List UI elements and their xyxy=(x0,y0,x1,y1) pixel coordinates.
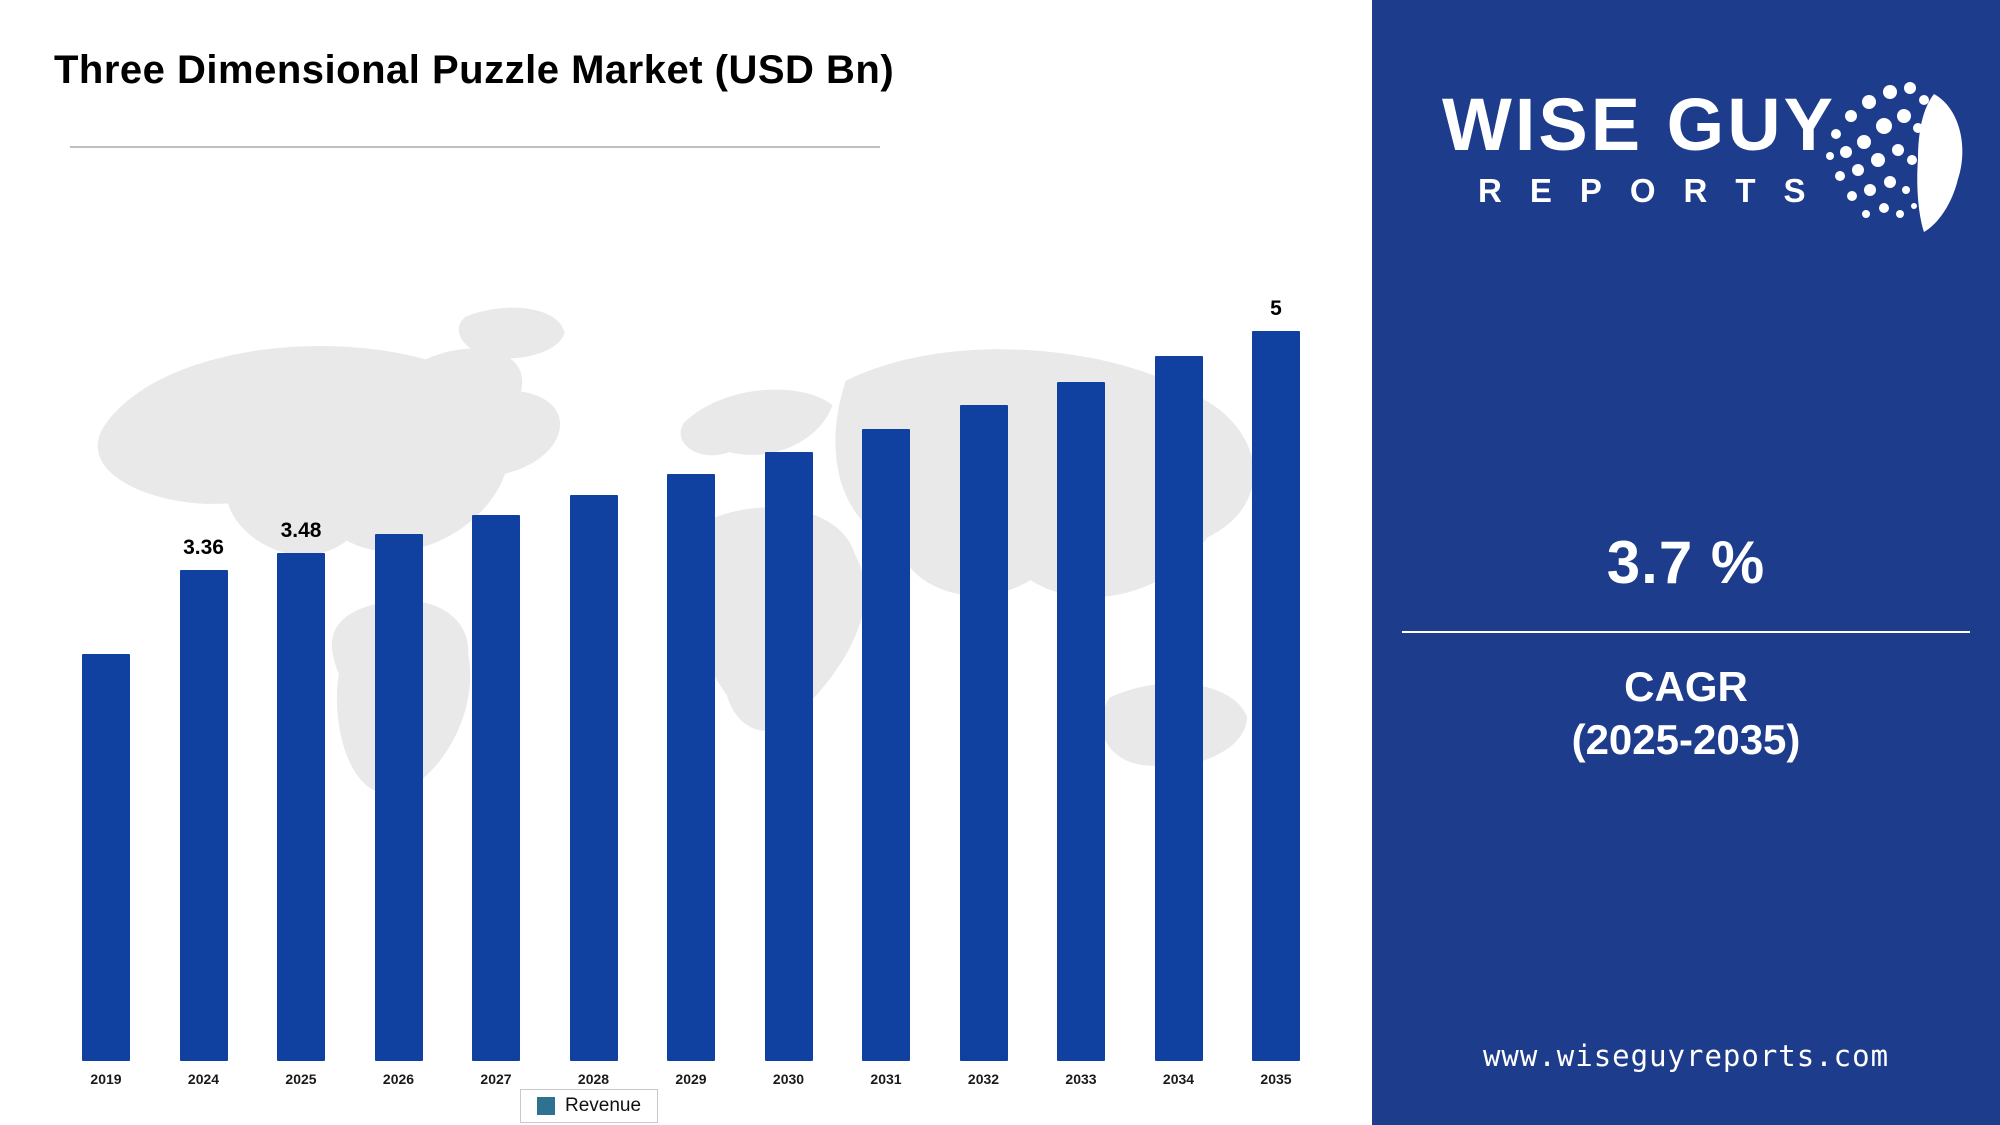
bar xyxy=(1154,356,1203,1061)
bar xyxy=(374,534,423,1061)
website-link[interactable]: www.wiseguyreports.com xyxy=(1482,1039,1890,1073)
cagr-block: 3.7 % CAGR (2025-2035) xyxy=(1372,528,2000,766)
x-axis-year-label: 2027 xyxy=(480,1071,512,1087)
legend-swatch xyxy=(537,1097,555,1115)
bar xyxy=(179,570,228,1061)
bar-value-label: 3.36 xyxy=(183,536,224,559)
legend-label: Revenue xyxy=(565,1095,642,1116)
logo-reports: REPORTS xyxy=(1478,172,1834,209)
x-axis-year-label: 2019 xyxy=(90,1071,122,1087)
wise-guy-reports-logo: WISE GUY REPORTS xyxy=(1442,82,1970,232)
bar-column: 2033 xyxy=(1057,348,1105,1087)
bar xyxy=(1252,331,1300,1061)
bar-column: 3.48 2025 xyxy=(277,519,325,1087)
bar-column: 3.36 2024 xyxy=(179,536,228,1087)
x-axis-year-label: 2029 xyxy=(675,1071,707,1087)
bar-column: 2032 xyxy=(959,371,1008,1087)
bar-column: 5 2035 xyxy=(1252,297,1300,1087)
logo-wise-guy: WISE GUY xyxy=(1442,83,1837,166)
bar xyxy=(472,515,520,1061)
title-divider xyxy=(70,146,880,148)
x-axis-year-label: 2033 xyxy=(1065,1071,1097,1087)
bar-column: 2029 xyxy=(667,440,715,1087)
cagr-label: CAGR xyxy=(1624,663,1748,710)
page-title: Three Dimensional Puzzle Market (USD Bn) xyxy=(54,48,895,92)
chart-legend: Revenue xyxy=(520,1089,659,1123)
brand-panel: WISE GUY REPORTS 3.7 % CAGR xyxy=(1372,0,2000,1125)
bar-column: 2030 xyxy=(764,418,813,1087)
x-axis-year-label: 2030 xyxy=(772,1071,805,1087)
cagr-value: 3.7 % xyxy=(1606,529,1766,596)
x-axis-year-label: 2035 xyxy=(1260,1071,1292,1087)
bar xyxy=(277,553,325,1061)
x-axis-year-label: 2031 xyxy=(870,1071,902,1087)
bar xyxy=(862,429,910,1061)
x-axis-year-label: 2028 xyxy=(577,1071,610,1087)
bar xyxy=(667,474,715,1061)
bar xyxy=(764,452,813,1061)
bar xyxy=(82,654,130,1061)
bar-column: 2031 xyxy=(862,395,910,1087)
x-axis-year-label: 2025 xyxy=(285,1071,317,1087)
bar-column: 2019 xyxy=(82,620,130,1087)
dotted-head-icon xyxy=(1826,82,1963,232)
bar xyxy=(569,495,618,1061)
x-axis-year-label: 2032 xyxy=(967,1071,1000,1087)
chart-panel: Three Dimensional Puzzle Market (USD Bn)… xyxy=(54,48,1300,1123)
x-axis-year-label: 2034 xyxy=(1162,1071,1195,1087)
bar-column: 2027 xyxy=(472,481,520,1087)
bar-value-label: 5 xyxy=(1270,297,1282,320)
x-axis-year-label: 2024 xyxy=(187,1071,220,1087)
bar-column: 2034 xyxy=(1154,322,1203,1087)
x-axis-year-label: 2026 xyxy=(382,1071,415,1087)
bar-column: 2028 xyxy=(569,461,618,1087)
cagr-range: (2025-2035) xyxy=(1571,715,1801,763)
bar-chart: 2019 3.36 2024 3.48 2025 2026 2027 2028 2029 2030… xyxy=(82,297,1300,1087)
bar xyxy=(959,405,1008,1061)
bar xyxy=(1057,382,1105,1061)
bar-column: 2026 xyxy=(374,500,423,1087)
bar-value-label: 3.48 xyxy=(280,519,322,542)
cagr-divider xyxy=(1402,631,1970,633)
